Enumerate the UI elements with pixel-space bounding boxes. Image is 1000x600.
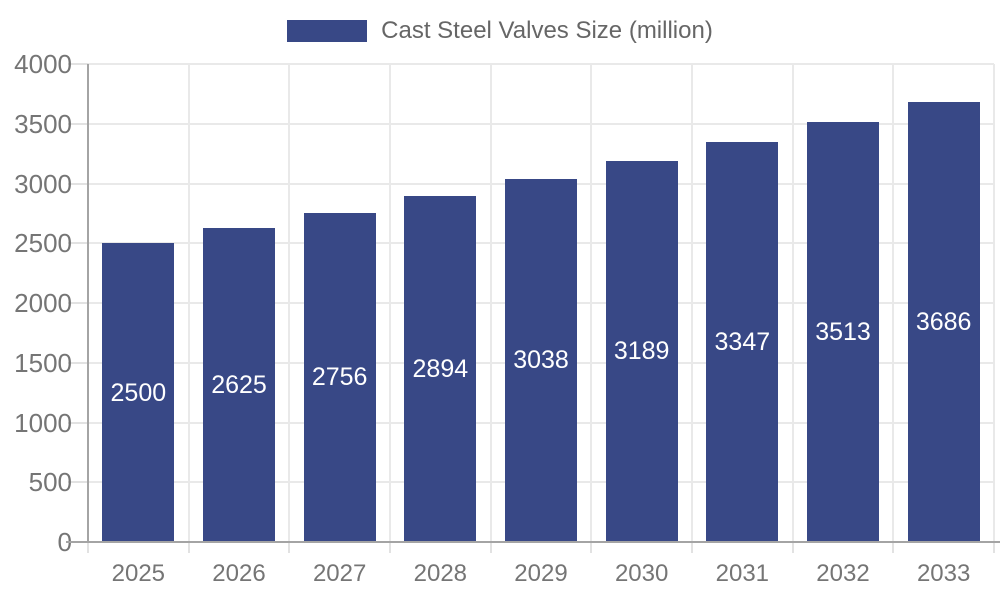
bar[interactable]: 2756	[303, 212, 376, 542]
x-axis-tick-label: 2032	[816, 560, 870, 587]
y-axis-tick	[68, 481, 88, 484]
x-gridline	[187, 64, 190, 542]
legend-swatch	[287, 20, 368, 42]
y-axis-tick	[68, 122, 88, 125]
y-axis-tick	[68, 361, 88, 364]
x-gridline	[791, 64, 794, 542]
bar[interactable]: 2625	[203, 228, 275, 542]
bar-value-label: 2625	[211, 371, 267, 400]
bar[interactable]: 3038	[505, 178, 577, 542]
x-gridline	[590, 64, 593, 542]
bar-value-label: 3189	[613, 337, 670, 366]
bar-value-label: 3038	[513, 346, 569, 375]
x-axis-tick	[87, 543, 89, 553]
y-axis-tick-label: 1000	[14, 407, 72, 438]
y-axis-tick-label: 4000	[14, 49, 72, 79]
legend-item[interactable]: Cast Steel Valves Size (million)	[287, 17, 713, 45]
y-axis-tick-label: 2000	[14, 288, 72, 318]
x-axis-tick-label: 2027	[312, 560, 367, 587]
y-gridline	[88, 63, 994, 65]
x-gridline	[288, 64, 291, 542]
bar[interactable]: 3347	[706, 142, 779, 542]
legend-label: Cast Steel Valves Size (million)	[381, 17, 713, 44]
bar[interactable]: 3189	[605, 160, 678, 542]
x-gridline	[691, 64, 693, 542]
bar-value-label: 3513	[815, 318, 871, 347]
x-gridline	[489, 64, 492, 542]
x-axis-tick	[187, 543, 190, 553]
x-axis-tick	[691, 543, 693, 553]
bar-value-label: 2894	[412, 355, 469, 384]
y-axis-tick	[68, 421, 88, 424]
y-gridline	[88, 122, 994, 125]
y-axis-tick-label: 0	[57, 527, 72, 557]
bar-value-label: 2756	[311, 363, 368, 392]
x-axis-tick	[892, 543, 895, 553]
x-axis-tick	[489, 543, 492, 553]
bar[interactable]: 2500	[102, 243, 175, 542]
x-axis-tick-label: 2026	[212, 560, 266, 587]
bar-value-label: 3686	[915, 307, 972, 336]
x-gridline	[993, 64, 995, 542]
y-axis-tick	[68, 242, 88, 245]
x-axis-line	[66, 541, 1000, 543]
y-axis-line	[87, 64, 89, 542]
bar[interactable]: 3513	[807, 122, 879, 542]
x-axis-tick-label: 2029	[514, 560, 568, 587]
x-axis-tick	[389, 543, 391, 553]
x-axis-tick-label: 2033	[916, 560, 971, 587]
y-axis-tick-label: 3500	[14, 108, 72, 139]
x-axis-tick	[590, 543, 593, 553]
bar-value-label: 3347	[714, 328, 771, 356]
x-axis-tick-label: 2028	[413, 560, 468, 587]
bar[interactable]: 3686	[907, 101, 980, 542]
y-axis-tick	[68, 182, 88, 185]
y-axis-tick	[68, 302, 88, 304]
x-axis-tick-label: 2031	[715, 560, 770, 587]
x-axis-tick	[993, 543, 995, 553]
x-gridline	[892, 64, 895, 542]
y-axis-tick-label: 1500	[14, 347, 72, 378]
x-axis-tick-label: 2030	[614, 560, 669, 587]
legend: Cast Steel Valves Size (million)	[0, 17, 1000, 45]
bar[interactable]: 2894	[404, 196, 477, 542]
bar-value-label: 2500	[110, 378, 167, 407]
x-gridline	[389, 64, 391, 542]
x-axis-tick	[288, 543, 291, 553]
y-axis-tick-label: 500	[28, 467, 72, 498]
y-axis-tick-label: 3000	[14, 168, 72, 199]
y-axis-tick-label: 2500	[14, 228, 72, 259]
x-axis-tick	[791, 543, 794, 553]
y-axis-tick	[68, 63, 88, 65]
x-axis-tick-label: 2025	[111, 560, 166, 587]
